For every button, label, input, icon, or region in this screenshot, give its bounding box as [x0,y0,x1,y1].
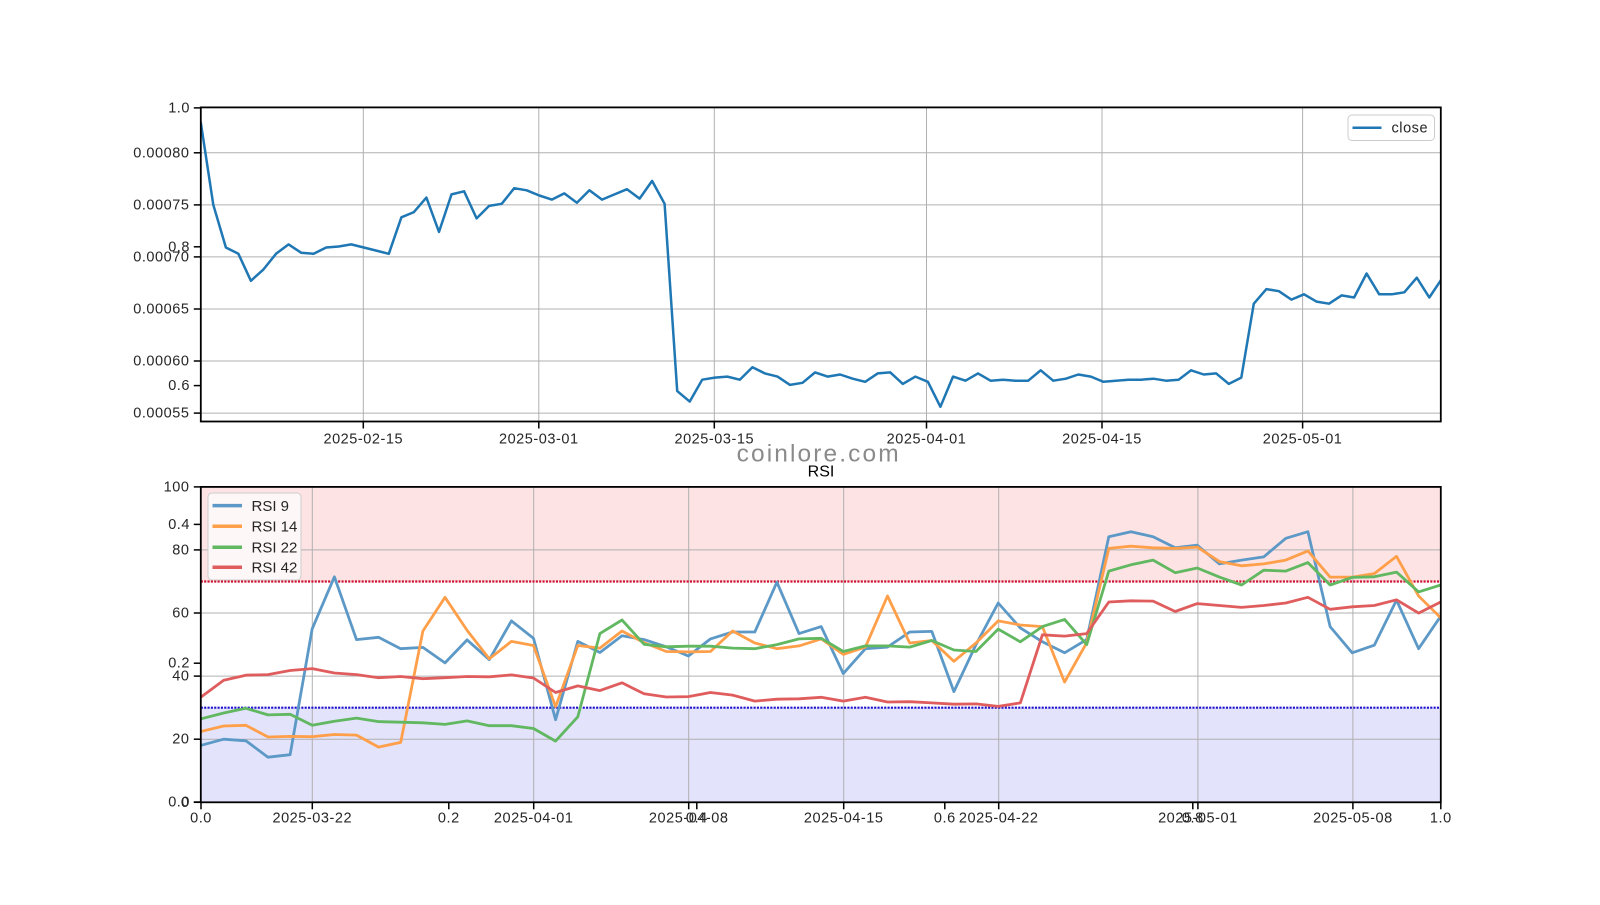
svg-text:2025-02-15: 2025-02-15 [323,431,403,447]
svg-text:20: 20 [172,732,189,748]
svg-text:0.4: 0.4 [686,811,708,827]
svg-text:1.0: 1.0 [168,100,190,116]
svg-text:0.0: 0.0 [190,811,212,827]
svg-text:RSI 9: RSI 9 [252,498,290,515]
svg-text:0.00060: 0.00060 [133,354,189,370]
svg-text:RSI 42: RSI 42 [252,559,298,576]
svg-text:60: 60 [172,606,189,622]
svg-text:2025-03-01: 2025-03-01 [499,431,579,447]
svg-text:close: close [1392,121,1429,137]
svg-text:2025-04-22: 2025-04-22 [959,811,1039,827]
svg-text:0.8: 0.8 [1182,811,1204,827]
svg-text:0.8: 0.8 [168,239,190,255]
svg-text:0.00080: 0.00080 [133,145,189,161]
svg-text:2025-05-08: 2025-05-08 [1313,811,1393,827]
svg-text:0.00070: 0.00070 [133,249,189,265]
svg-text:2025-04-01: 2025-04-01 [887,431,967,447]
svg-text:0.2: 0.2 [438,811,460,827]
svg-text:coinlore.com: coinlore.com [737,441,901,468]
svg-text:0.6: 0.6 [168,378,190,394]
svg-text:0.00065: 0.00065 [133,302,189,318]
svg-text:0.00075: 0.00075 [133,197,189,213]
svg-text:2025-04-08: 2025-04-08 [649,811,729,827]
svg-text:1.0: 1.0 [1430,811,1452,827]
svg-text:2025-04-15: 2025-04-15 [804,811,884,827]
svg-text:100: 100 [164,479,190,495]
svg-text:RSI 22: RSI 22 [252,540,298,557]
svg-text:RSI 14: RSI 14 [252,518,298,535]
svg-text:0.0: 0.0 [168,795,190,811]
svg-text:0.00055: 0.00055 [133,406,189,422]
svg-text:2025-04-15: 2025-04-15 [1062,431,1142,447]
svg-text:40: 40 [172,669,189,685]
svg-text:RSI: RSI [808,464,835,481]
svg-text:2025-05-01: 2025-05-01 [1158,811,1238,827]
svg-text:0.4: 0.4 [168,517,190,533]
svg-text:0.6: 0.6 [934,811,956,827]
svg-text:0.2: 0.2 [168,656,190,672]
svg-text:80: 80 [172,542,189,558]
svg-text:2025-03-15: 2025-03-15 [674,431,754,447]
svg-text:2025-04-01: 2025-04-01 [494,811,574,827]
svg-text:2025-05-01: 2025-05-01 [1263,431,1343,447]
svg-text:0: 0 [181,795,190,811]
svg-text:2025-03-22: 2025-03-22 [272,811,352,827]
